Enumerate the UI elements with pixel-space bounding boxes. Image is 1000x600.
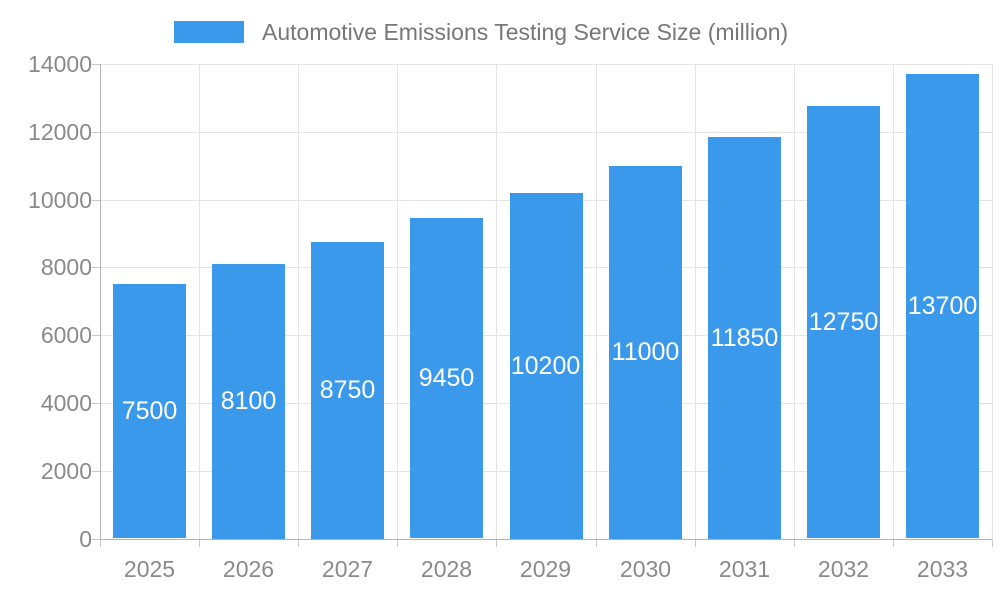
bar-2031[interactable] bbox=[708, 137, 781, 539]
legend-swatch bbox=[174, 21, 244, 43]
legend-item[interactable]: Automotive Emissions Testing Service Siz… bbox=[174, 18, 788, 46]
y-axis-label: 12000 bbox=[28, 119, 92, 145]
y-axis-tick bbox=[92, 267, 100, 268]
x-axis-tick bbox=[695, 539, 696, 547]
x-axis-tick bbox=[397, 539, 398, 547]
gridline-vertical bbox=[199, 64, 200, 539]
x-axis-tick bbox=[496, 539, 497, 547]
x-axis-label: 2027 bbox=[321, 556, 374, 582]
x-axis-tick bbox=[199, 539, 200, 547]
gridline-vertical bbox=[496, 64, 497, 539]
bar-2030[interactable] bbox=[609, 166, 682, 539]
gridline-vertical bbox=[298, 64, 299, 539]
x-axis-tick bbox=[794, 539, 795, 547]
legend-label: Automotive Emissions Testing Service Siz… bbox=[262, 19, 789, 45]
y-axis-label: 6000 bbox=[40, 322, 92, 348]
y-axis-tick bbox=[92, 64, 100, 65]
bar-value-label: 13700 bbox=[907, 292, 978, 320]
x-axis-label: 2029 bbox=[519, 556, 572, 582]
bar-2029[interactable] bbox=[510, 193, 583, 539]
y-axis-label: 0 bbox=[79, 526, 92, 552]
gridline-vertical bbox=[893, 64, 894, 539]
x-axis-label: 2030 bbox=[619, 556, 672, 582]
y-axis-tick bbox=[92, 132, 100, 133]
x-axis-tick bbox=[596, 539, 597, 547]
y-axis-label: 10000 bbox=[28, 187, 92, 213]
gridline-vertical bbox=[695, 64, 696, 539]
x-axis-label: 2025 bbox=[123, 556, 176, 582]
x-axis-tick bbox=[100, 539, 101, 547]
bar-value-label: 7500 bbox=[121, 397, 178, 425]
bar-2028[interactable] bbox=[410, 218, 483, 538]
y-axis-tick bbox=[92, 471, 100, 472]
y-axis-tick bbox=[92, 200, 100, 201]
y-axis-tick bbox=[92, 539, 100, 540]
x-axis-tick bbox=[893, 539, 894, 547]
y-axis-line bbox=[100, 64, 101, 540]
bar-value-label: 12750 bbox=[808, 308, 879, 336]
x-axis-tick bbox=[992, 539, 993, 547]
gridline-vertical bbox=[794, 64, 795, 539]
y-axis-tick bbox=[92, 335, 100, 336]
bar-value-label: 10200 bbox=[510, 352, 581, 380]
x-axis-tick bbox=[298, 539, 299, 547]
bar-value-label: 11000 bbox=[611, 338, 680, 366]
x-axis-label: 2033 bbox=[916, 556, 969, 582]
bar-value-label: 11850 bbox=[710, 324, 779, 352]
y-axis-tick bbox=[92, 403, 100, 404]
x-axis-label: 2028 bbox=[420, 556, 473, 582]
x-axis-label: 2031 bbox=[718, 556, 771, 582]
gridline-horizontal bbox=[100, 64, 992, 65]
bar-2027[interactable] bbox=[311, 242, 384, 539]
gridline-horizontal bbox=[100, 132, 992, 133]
y-axis-label: 2000 bbox=[40, 458, 92, 484]
bar-2025[interactable] bbox=[113, 284, 186, 538]
bar-2033[interactable] bbox=[906, 74, 979, 538]
x-axis-label: 2032 bbox=[817, 556, 870, 582]
bar-2026[interactable] bbox=[212, 264, 285, 539]
x-axis-label: 2026 bbox=[222, 556, 275, 582]
gridline-vertical bbox=[397, 64, 398, 539]
bar-2032[interactable] bbox=[807, 106, 880, 538]
gridline-vertical bbox=[596, 64, 597, 539]
x-axis-line bbox=[100, 539, 992, 540]
y-axis-label: 8000 bbox=[40, 254, 92, 280]
y-axis-label: 4000 bbox=[40, 390, 92, 416]
y-axis-label: 14000 bbox=[28, 51, 92, 77]
bar-value-label: 8100 bbox=[220, 387, 277, 415]
bar-value-label: 9450 bbox=[418, 364, 475, 392]
bar-value-label: 8750 bbox=[319, 376, 376, 404]
gridline-vertical bbox=[992, 64, 993, 539]
